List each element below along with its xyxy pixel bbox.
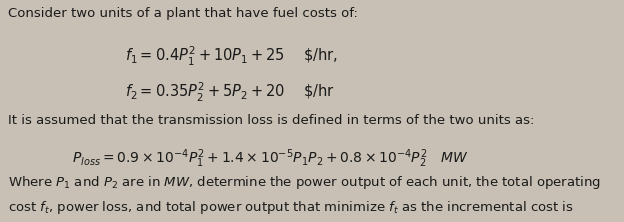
Text: Where $P_1$ and $P_2$ are in $MW$, determine the power output of each unit, the : Where $P_1$ and $P_2$ are in $MW$, deter…: [8, 174, 601, 191]
Text: $f_2 = 0.35P_2^2 + 5P_2 + 20\quad$ \$/hr: $f_2 = 0.35P_2^2 + 5P_2 + 20\quad$ \$/hr: [125, 81, 334, 104]
Text: $f_1 = 0.4P_1^2 + 10P_1 + 25\quad$ \$/hr,: $f_1 = 0.4P_1^2 + 10P_1 + 25\quad$ \$/hr…: [125, 44, 338, 68]
Text: $P_{loss} = 0.9 \times 10^{-4}P_1^2 + 1.4 \times 10^{-5}P_1P_2 + 0.8 \times 10^{: $P_{loss} = 0.9 \times 10^{-4}P_1^2 + 1.…: [72, 148, 468, 170]
Text: It is assumed that the transmission loss is defined in terms of the two units as: It is assumed that the transmission loss…: [8, 114, 535, 127]
Text: Consider two units of a plant that have fuel costs of:: Consider two units of a plant that have …: [8, 7, 358, 20]
Text: cost $f_t$, power loss, and total power output that minimize $f_t$ as the increm: cost $f_t$, power loss, and total power …: [8, 199, 574, 216]
